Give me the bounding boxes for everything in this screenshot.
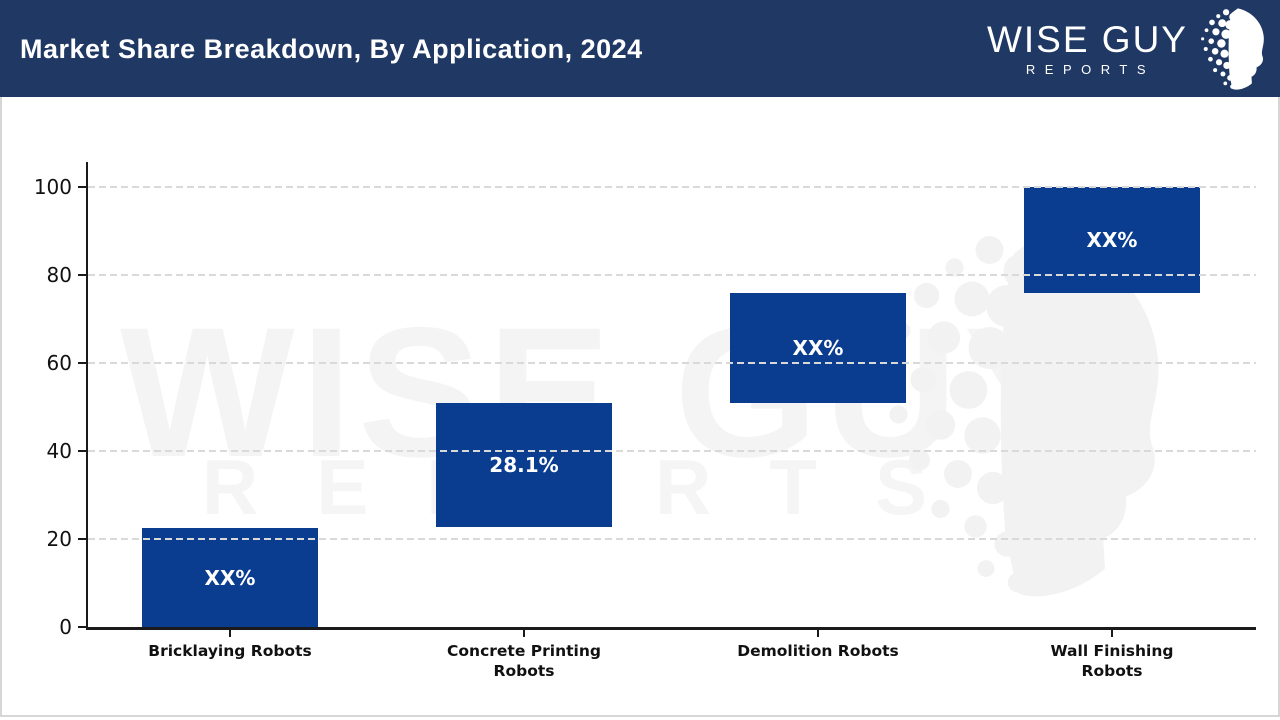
- x-category-label: Bricklaying Robots: [148, 642, 312, 660]
- bar-value-label: XX%: [1086, 227, 1138, 252]
- x-tick: [229, 630, 231, 637]
- x-category-label: Demolition Robots: [737, 642, 899, 660]
- x-tick: [523, 630, 525, 637]
- brand-logo: WISE GUY REPORTS: [987, 6, 1270, 92]
- bar-segment: XX%: [142, 528, 318, 627]
- y-tick-label: 0: [59, 615, 72, 639]
- bar-segment: 28.1%: [436, 403, 612, 528]
- y-tick-100: [78, 186, 86, 188]
- gridline-60: [88, 362, 1256, 364]
- y-tick-80: [78, 274, 86, 276]
- y-tick-label: 100: [33, 175, 72, 199]
- chart-title: Market Share Breakdown, By Application, …: [20, 34, 643, 64]
- x-category-label: Concrete Printing Robots: [447, 642, 601, 680]
- gridline-80: [88, 274, 1256, 276]
- bar-value-label: XX%: [204, 565, 256, 590]
- y-tick-label: 80: [46, 263, 72, 287]
- y-tick-label: 60: [46, 351, 72, 375]
- x-tick: [1111, 630, 1113, 637]
- brand-name: WISE GUY: [986, 18, 1188, 60]
- brand-wordmark: WISE GUY REPORTS: [986, 18, 1188, 78]
- gridline-20: [88, 538, 1256, 540]
- bar-value-label: 28.1%: [489, 453, 559, 478]
- y-tick-40: [78, 450, 86, 452]
- y-tick-20: [78, 538, 86, 540]
- x-tick: [817, 630, 819, 637]
- y-tick-label: 40: [46, 439, 72, 463]
- x-category-label: Wall Finishing Robots: [1050, 642, 1174, 680]
- x-axis: [86, 627, 1256, 630]
- brand-subtitle: REPORTS: [1025, 62, 1156, 78]
- gridline-40: [88, 450, 1256, 452]
- y-tick-label: 20: [46, 527, 72, 551]
- y-tick-0: [78, 626, 86, 628]
- header-bar: Market Share Breakdown, By Application, …: [0, 0, 1280, 97]
- gridline-100: [88, 186, 1256, 188]
- bar-value-label: XX%: [792, 336, 844, 361]
- y-tick-60: [78, 362, 86, 364]
- y-axis: [86, 162, 88, 630]
- bar-segment: XX%: [730, 292, 906, 404]
- bar-segment: XX%: [1024, 187, 1200, 293]
